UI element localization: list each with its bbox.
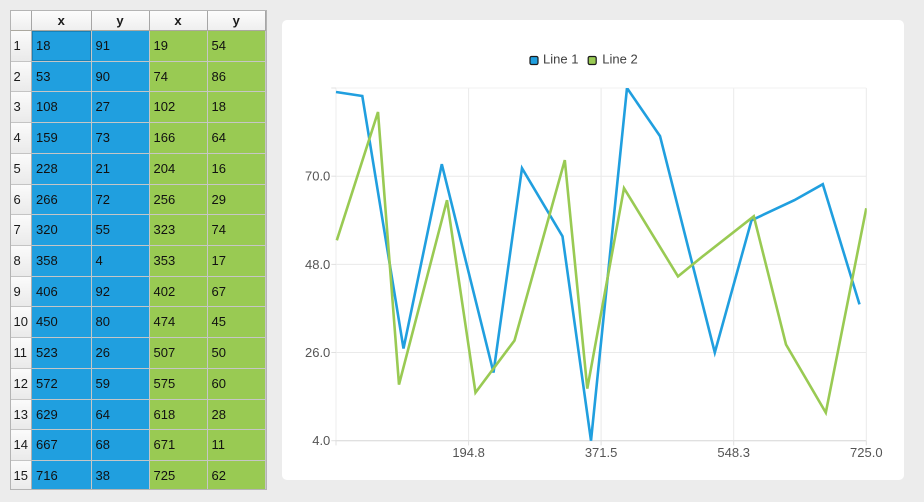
svg-text:Line 2: Line 2 <box>602 52 637 67</box>
svg-text:Line 1: Line 1 <box>543 52 578 67</box>
svg-text:26.0: 26.0 <box>305 345 330 360</box>
svg-text:70.0: 70.0 <box>305 169 330 184</box>
svg-text:371.5: 371.5 <box>585 445 618 460</box>
svg-text:725.0: 725.0 <box>850 445 883 460</box>
svg-text:194.8: 194.8 <box>452 445 485 460</box>
svg-text:48.0: 48.0 <box>305 257 330 272</box>
svg-text:548.3: 548.3 <box>717 445 750 460</box>
svg-text:4.0: 4.0 <box>312 433 330 448</box>
